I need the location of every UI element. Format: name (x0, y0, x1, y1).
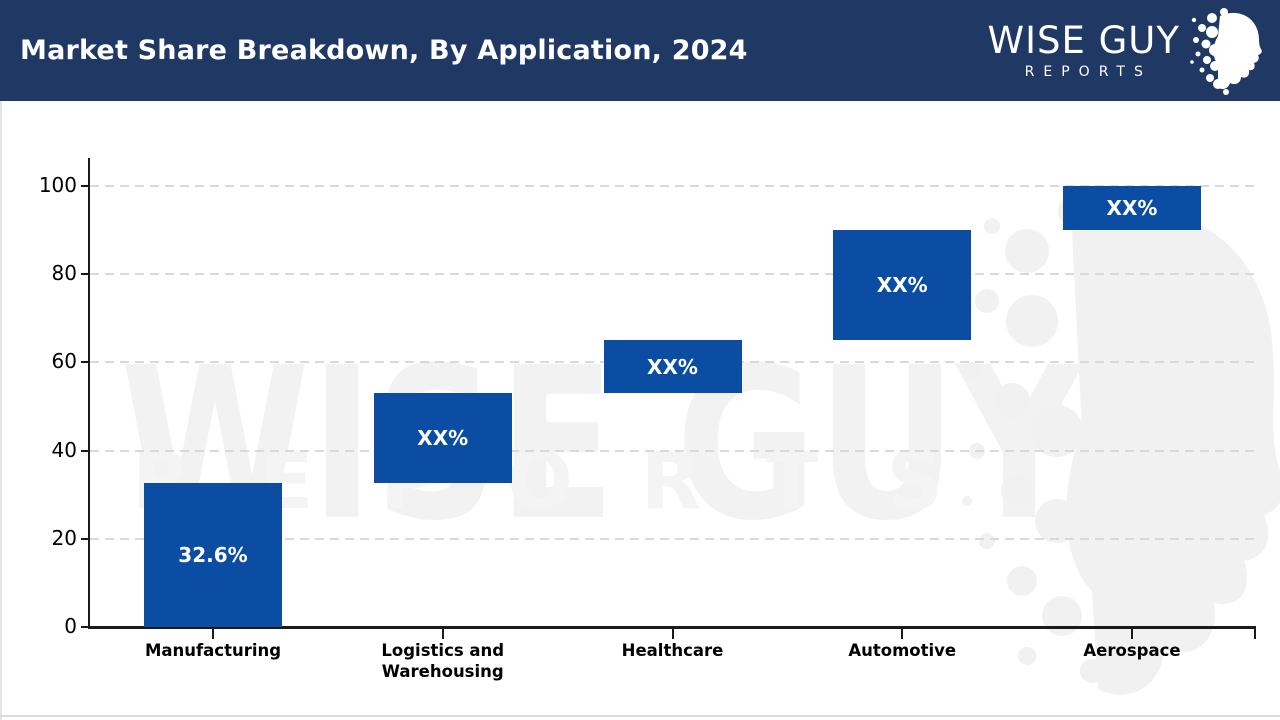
y-axis-tick (81, 273, 90, 276)
page-title: Market Share Breakdown, By Application, … (20, 35, 748, 66)
logo-subtext: REPORTS (1024, 64, 1152, 80)
y-tick-label: 0 (64, 614, 77, 638)
x-axis-tick (1131, 629, 1133, 639)
bar-value-label: XX% (417, 426, 469, 451)
x-axis-tick (671, 629, 674, 639)
bar-logistics-and-warehousing: XX% (373, 393, 512, 484)
x-axis-tick (212, 629, 214, 639)
y-axis-tick (81, 626, 90, 628)
gridline (90, 185, 1256, 187)
y-axis-tick (81, 185, 90, 187)
bar-value-label: XX% (1106, 196, 1158, 221)
gridline (90, 537, 1256, 540)
y-tick-label: 40 (51, 437, 77, 462)
x-tick-label: Healthcare (621, 641, 724, 660)
wiseguy-face-icon (1190, 7, 1262, 95)
bar-value-label: XX% (876, 273, 928, 298)
bar-healthcare: XX% (603, 340, 742, 394)
bar-manufacturing: 32.6% (144, 483, 282, 627)
x-axis (88, 626, 1256, 629)
y-axis-tick (81, 449, 90, 452)
bar-value-label: XX% (647, 354, 698, 379)
y-tick-label: 20 (51, 525, 77, 550)
logo-wordmark: WISE GUY (987, 19, 1180, 62)
gridline (90, 449, 1256, 452)
y-tick-label: 60 (51, 349, 77, 374)
logo-text: WISE GUY REPORTS (988, 22, 1180, 79)
x-tick-label: Automotive (848, 641, 957, 660)
header-bar: Market Share Breakdown, By Application, … (0, 0, 1280, 101)
bar-aerospace: XX% (1063, 186, 1201, 231)
bottom-divider (0, 715, 1280, 717)
chart-area: WISE GUY REPORTS 0 20 40 60 80 100 32.6% Manufa… (0, 101, 1280, 720)
bar-value-label: 32.6% (178, 543, 248, 568)
y-tick-label: 80 (51, 261, 77, 286)
x-tick-label: Manufacturing (144, 641, 282, 660)
y-axis (88, 158, 90, 629)
y-axis-tick (81, 361, 90, 364)
watermark-face-icon (962, 187, 1280, 695)
x-tick-label: Aerospace (1083, 641, 1181, 660)
bar-automotive: XX% (833, 230, 972, 341)
x-axis-end-tick (1254, 629, 1256, 639)
wiseguy-logo: WISE GUY REPORTS (988, 0, 1266, 101)
y-axis-tick (81, 537, 90, 540)
y-tick-label: 100 (38, 173, 77, 197)
x-axis-tick (441, 629, 444, 639)
gridline (90, 273, 1256, 276)
x-tick-label: Logistics and Warehousing (381, 641, 505, 681)
x-axis-tick (901, 629, 904, 639)
